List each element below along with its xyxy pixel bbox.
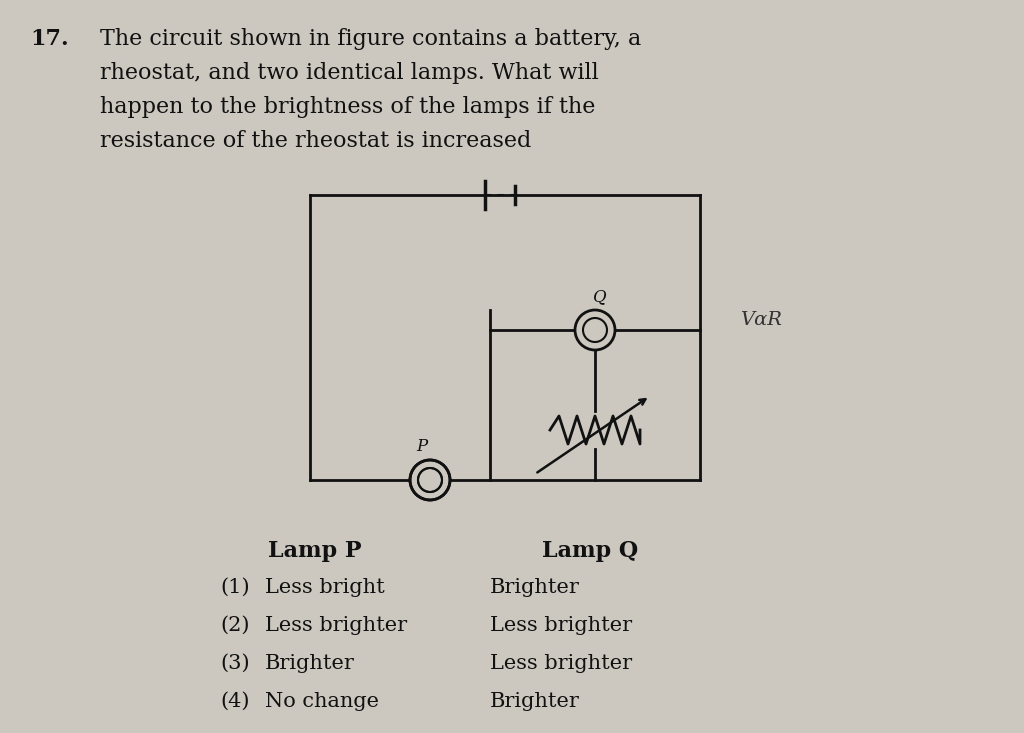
Text: 17.: 17. [30, 28, 69, 50]
Text: rheostat, and two identical lamps. What will: rheostat, and two identical lamps. What … [100, 62, 599, 84]
Text: (4): (4) [220, 692, 250, 711]
Text: Brighter: Brighter [490, 692, 580, 711]
Circle shape [410, 460, 450, 500]
Circle shape [575, 310, 615, 350]
Text: Brighter: Brighter [265, 654, 355, 673]
Text: Lamp P: Lamp P [268, 540, 361, 562]
Text: (3): (3) [220, 654, 250, 673]
Text: Q: Q [593, 288, 607, 305]
Text: Brighter: Brighter [490, 578, 580, 597]
Text: Less brighter: Less brighter [490, 616, 632, 635]
Text: Lamp Q: Lamp Q [542, 540, 638, 562]
Text: P: P [417, 438, 428, 455]
Text: VαR: VαR [740, 311, 782, 329]
Text: Less bright: Less bright [265, 578, 385, 597]
Text: Less brighter: Less brighter [490, 654, 632, 673]
Text: happen to the brightness of the lamps if the: happen to the brightness of the lamps if… [100, 96, 595, 118]
Text: (2): (2) [220, 616, 250, 635]
Text: resistance of the rheostat is increased: resistance of the rheostat is increased [100, 130, 531, 152]
Text: No change: No change [265, 692, 379, 711]
Text: The circuit shown in figure contains a battery, a: The circuit shown in figure contains a b… [100, 28, 641, 50]
Text: (1): (1) [220, 578, 250, 597]
Text: Less brighter: Less brighter [265, 616, 408, 635]
